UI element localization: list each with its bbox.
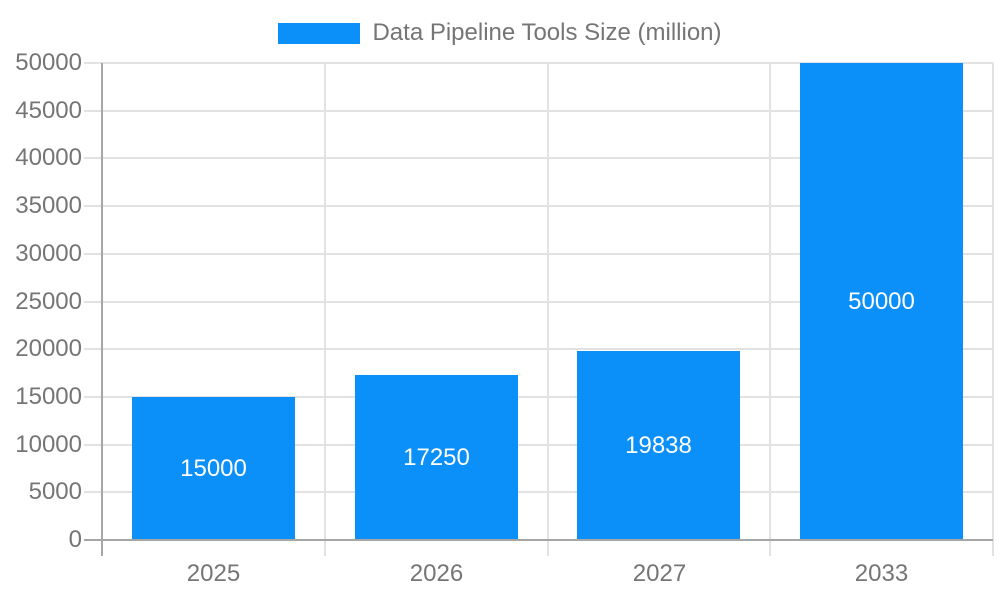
y-axis-tick-label: 15000 <box>15 383 82 410</box>
y-gridline <box>84 348 993 350</box>
legend-swatch-icon <box>278 22 361 44</box>
x-axis-label: 2033 <box>854 560 909 587</box>
x-gridline <box>547 63 549 556</box>
bar-value-label: 19838 <box>625 432 692 459</box>
bar-2026[interactable] <box>355 375 518 539</box>
x-gridline <box>769 63 771 556</box>
bar-value-label: 50000 <box>848 288 915 315</box>
x-axis-label: 2026 <box>409 560 464 587</box>
bar-value-label: 15000 <box>180 455 247 482</box>
y-gridline <box>84 62 993 64</box>
y-gridline <box>84 110 993 112</box>
y-axis-tick-label: 25000 <box>15 288 82 315</box>
y-axis-tick-label: 0 <box>68 526 82 553</box>
y-axis-tick-label: 50000 <box>15 49 82 76</box>
legend-label[interactable]: Data Pipeline Tools Size (million) <box>372 19 722 46</box>
x-axis-baseline <box>84 539 993 541</box>
y-axis-tick-label: 40000 <box>15 144 82 171</box>
x-gridline <box>324 63 326 556</box>
x-gridline <box>992 63 994 556</box>
bar-2033[interactable] <box>800 63 963 539</box>
x-axis-label: 2027 <box>632 560 687 587</box>
bar-2027[interactable] <box>577 351 740 539</box>
legend: Data Pipeline Tools Size (million) <box>0 20 1000 46</box>
y-gridline <box>84 444 993 446</box>
y-axis-tick-label: 35000 <box>15 192 82 219</box>
y-gridline <box>84 205 993 207</box>
y-gridline <box>84 491 993 493</box>
x-axis-label: 2025 <box>186 560 241 587</box>
y-axis-tick-label: 10000 <box>15 431 82 458</box>
y-axis-tick-label: 45000 <box>15 97 82 124</box>
y-axis-tick-label: 5000 <box>28 478 82 505</box>
y-gridline <box>84 253 993 255</box>
y-axis-line <box>101 63 103 556</box>
bar-2025[interactable] <box>132 397 295 539</box>
bar-value-label: 17250 <box>403 444 470 471</box>
y-gridline <box>84 157 993 159</box>
y-axis-tick-label: 20000 <box>15 335 82 362</box>
y-gridline <box>84 396 993 398</box>
y-axis-tick-label: 30000 <box>15 240 82 267</box>
y-gridline <box>84 301 993 303</box>
